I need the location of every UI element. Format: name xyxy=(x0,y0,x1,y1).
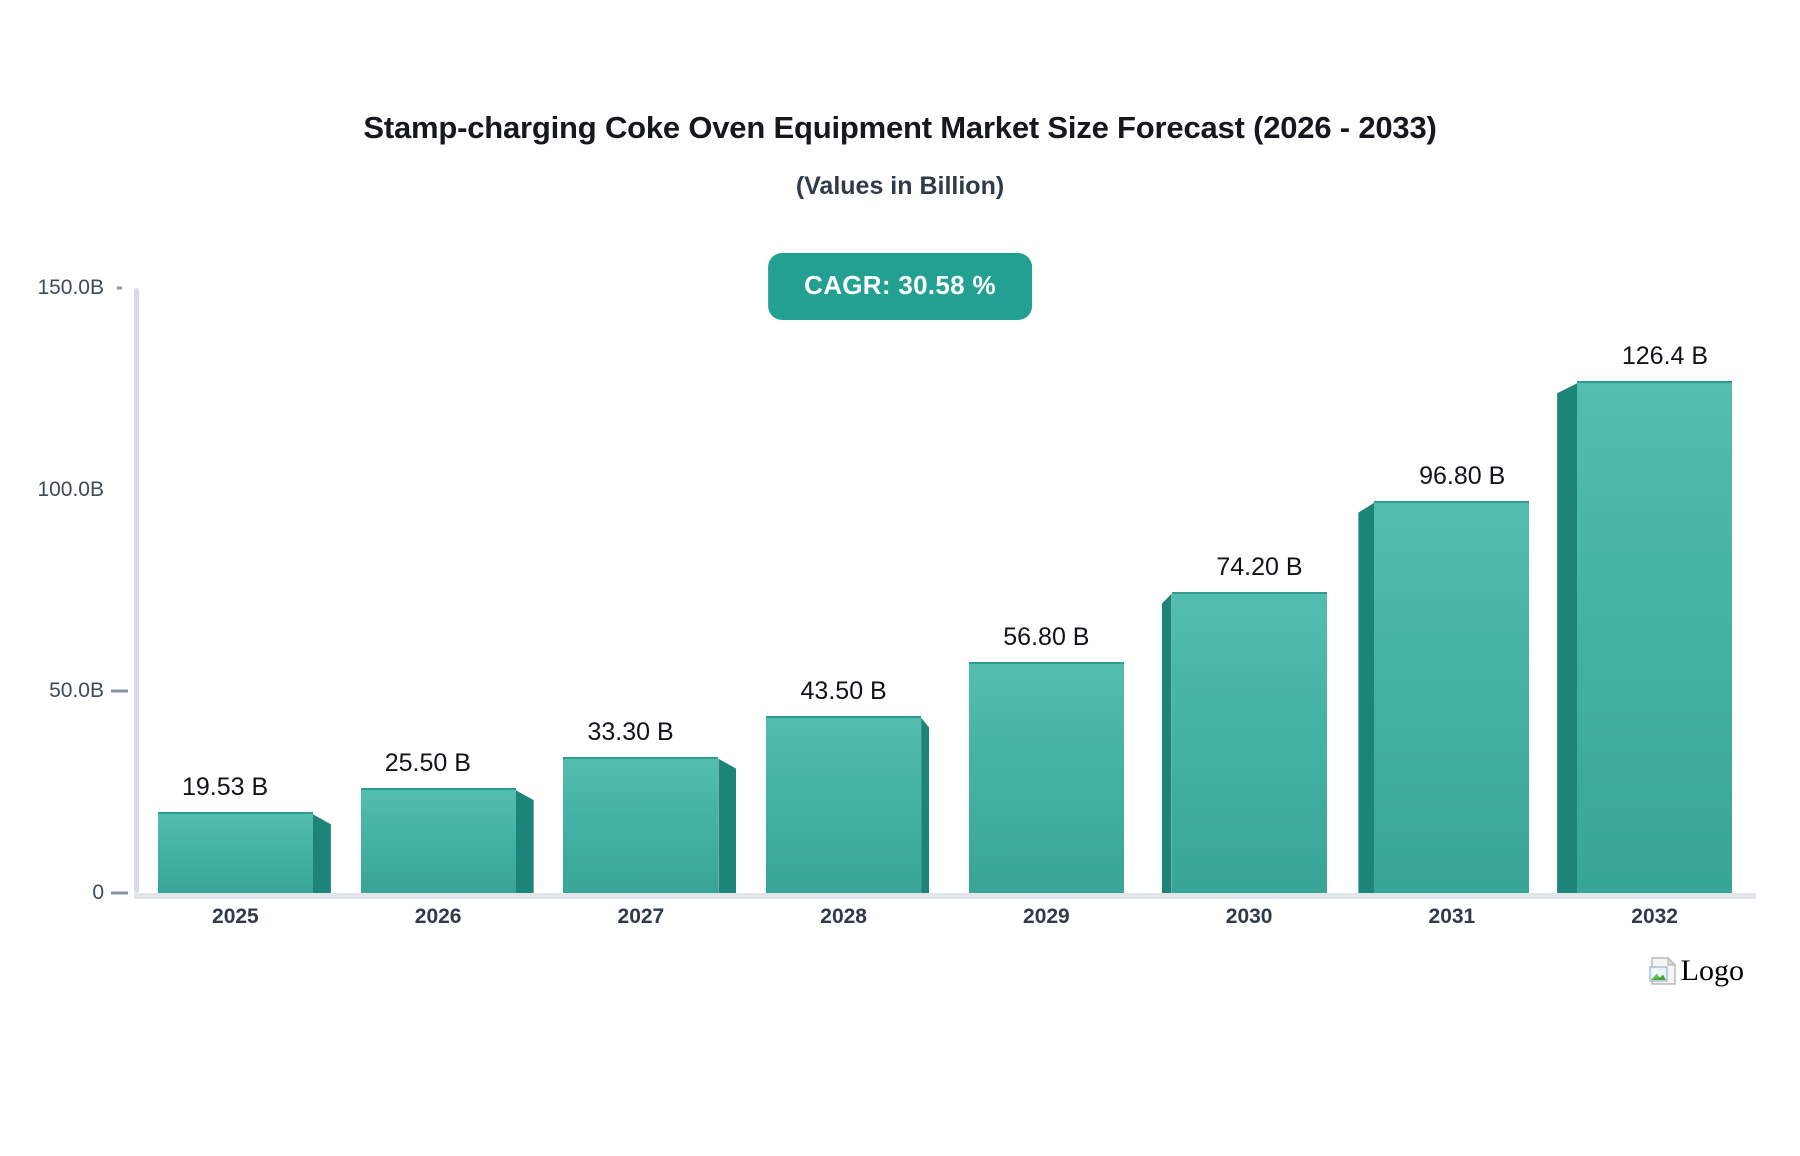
y-tick-mark-150 xyxy=(117,286,122,290)
bar-side-face xyxy=(1161,593,1172,893)
bar-2026[interactable] xyxy=(360,788,534,893)
bar-slot-2025: 19.53 B xyxy=(134,288,337,893)
bar-slot-2026: 25.50 B xyxy=(337,288,540,893)
y-tick-label-50: 50.0B xyxy=(49,679,104,703)
bar-slot-2028: 43.50 B xyxy=(742,288,945,893)
logo-alt-text: Logo xyxy=(1680,954,1744,987)
bar-value-label: 19.53 B xyxy=(181,773,269,802)
bar-value-label: 33.30 B xyxy=(587,717,674,746)
bar-value-label: 56.80 B xyxy=(1003,622,1090,651)
bar-side-face xyxy=(1557,383,1578,893)
bar-2025[interactable] xyxy=(157,812,331,893)
y-axis-line xyxy=(134,288,139,893)
bar-side-face xyxy=(515,790,534,893)
bar-slot-2027: 33.30 B xyxy=(540,288,743,893)
x-tick-label-2029: 2029 xyxy=(1023,905,1070,928)
x-tick-label-2030: 2030 xyxy=(1225,905,1273,928)
bar-value-label: 74.20 B xyxy=(1216,552,1303,581)
x-axis-line xyxy=(134,893,1756,899)
chart-subtitle: (Values in Billion) xyxy=(795,172,1005,200)
bar-2031[interactable] xyxy=(1358,500,1530,893)
bar-2028[interactable] xyxy=(766,715,930,893)
x-tick-label-2031: 2031 xyxy=(1428,905,1476,928)
bar-side-face xyxy=(921,717,930,893)
bar-value-label: 126.4 B xyxy=(1621,342,1709,371)
x-tick-label-2028: 2028 xyxy=(820,905,867,928)
logo-area: Logo xyxy=(1649,954,1744,988)
y-tick-label-0: 0 xyxy=(92,881,104,904)
bar-side-face xyxy=(1358,502,1375,893)
bar-2030[interactable] xyxy=(1161,591,1327,893)
bar-slot-2032: 126.4 B xyxy=(1553,288,1756,893)
bar-value-label: 25.50 B xyxy=(384,749,471,778)
broken-image-icon xyxy=(1649,956,1679,986)
x-tick-label-2025: 2025 xyxy=(212,905,259,928)
plot-area: 150.0B 100.0B 50.0B 0 19.53 B 25.50 B xyxy=(37,276,1756,904)
y-tick-mark-50 xyxy=(111,689,128,693)
cagr-badge: CAGR: 30.58 % xyxy=(768,253,1032,320)
bar-slot-2031: 96.80 B xyxy=(1351,288,1554,893)
bar-side-face xyxy=(718,758,737,893)
page-title: Stamp-charging Coke Oven Equipment Marke… xyxy=(363,110,1437,145)
bar-2029[interactable] xyxy=(968,661,1124,893)
x-tick-label-2027: 2027 xyxy=(617,905,665,928)
y-tick-label-150: 150.0B xyxy=(37,276,104,299)
bar-2032[interactable] xyxy=(1557,381,1733,893)
bar-slot-2029: 56.80 B xyxy=(945,288,1148,893)
bar-side-face xyxy=(312,814,331,893)
bar-series: 19.53 B 25.50 B 33.30 B xyxy=(134,288,1756,893)
x-axis-labels: 2025 2026 2027 2028 2029 2030 2031 2032 xyxy=(134,905,1756,929)
bar-2027[interactable] xyxy=(563,756,737,893)
x-tick-label-2032: 2032 xyxy=(1631,905,1678,928)
bar-value-label: 43.50 B xyxy=(800,676,887,705)
x-tick-label-2026: 2026 xyxy=(414,905,462,928)
y-tick-mark-0 xyxy=(111,891,128,895)
y-tick-label-100: 100.0B xyxy=(37,477,104,501)
bar-slot-2030: 74.20 B xyxy=(1148,288,1351,893)
bar-value-label: 96.80 B xyxy=(1419,461,1506,490)
